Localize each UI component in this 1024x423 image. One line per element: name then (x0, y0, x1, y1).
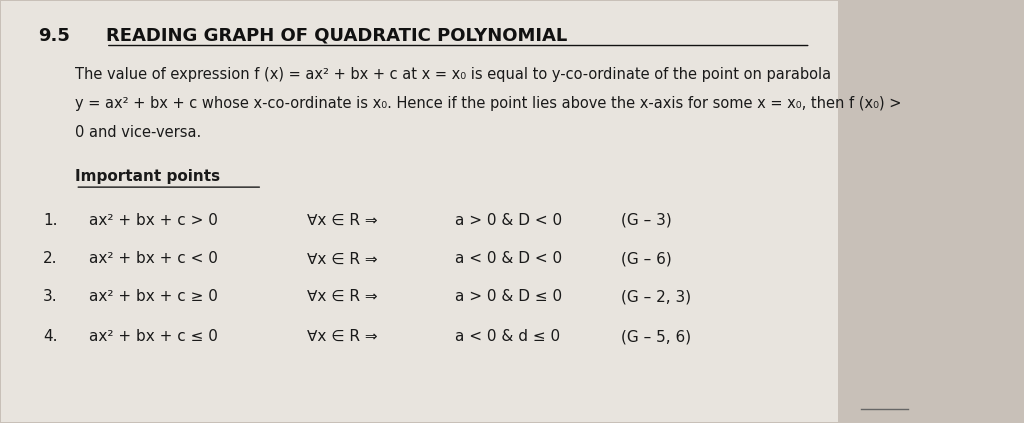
FancyBboxPatch shape (1, 1, 839, 422)
Text: Important points: Important points (76, 170, 220, 184)
Text: a > 0 & D < 0: a > 0 & D < 0 (455, 213, 562, 228)
Text: 1.: 1. (43, 213, 57, 228)
Text: ax² + bx + c ≤ 0: ax² + bx + c ≤ 0 (89, 329, 218, 344)
Text: a < 0 & d ≤ 0: a < 0 & d ≤ 0 (455, 329, 560, 344)
Text: READING GRAPH OF QUADRATIC POLYNOMIAL: READING GRAPH OF QUADRATIC POLYNOMIAL (105, 27, 567, 44)
Text: ∀x ∈ R ⇒: ∀x ∈ R ⇒ (306, 251, 377, 266)
Text: ∀x ∈ R ⇒: ∀x ∈ R ⇒ (306, 213, 377, 228)
Text: 9.5: 9.5 (38, 27, 71, 44)
Text: a > 0 & D ≤ 0: a > 0 & D ≤ 0 (455, 289, 562, 304)
Text: 4.: 4. (43, 329, 57, 344)
Text: ax² + bx + c > 0: ax² + bx + c > 0 (89, 213, 218, 228)
Text: a < 0 & D < 0: a < 0 & D < 0 (455, 251, 562, 266)
Text: y = ax² + bx + c whose x-co-ordinate is x₀. Hence if the point lies above the x-: y = ax² + bx + c whose x-co-ordinate is … (76, 96, 902, 111)
Text: 3.: 3. (43, 289, 57, 304)
Text: The value of expression f (x) = ax² + bx + c at x = x₀ is equal to y-co-ordinate: The value of expression f (x) = ax² + bx… (76, 66, 831, 82)
Text: ∀x ∈ R ⇒: ∀x ∈ R ⇒ (306, 329, 377, 344)
Text: ax² + bx + c < 0: ax² + bx + c < 0 (89, 251, 218, 266)
Text: 2.: 2. (43, 251, 57, 266)
Text: ∀x ∈ R ⇒: ∀x ∈ R ⇒ (306, 289, 377, 304)
Text: (G – 6): (G – 6) (621, 251, 672, 266)
Text: (G – 2, 3): (G – 2, 3) (621, 289, 691, 304)
Text: (G – 3): (G – 3) (621, 213, 672, 228)
Text: 0 and vice-versa.: 0 and vice-versa. (76, 125, 202, 140)
Text: ax² + bx + c ≥ 0: ax² + bx + c ≥ 0 (89, 289, 218, 304)
Text: (G – 5, 6): (G – 5, 6) (621, 329, 691, 344)
